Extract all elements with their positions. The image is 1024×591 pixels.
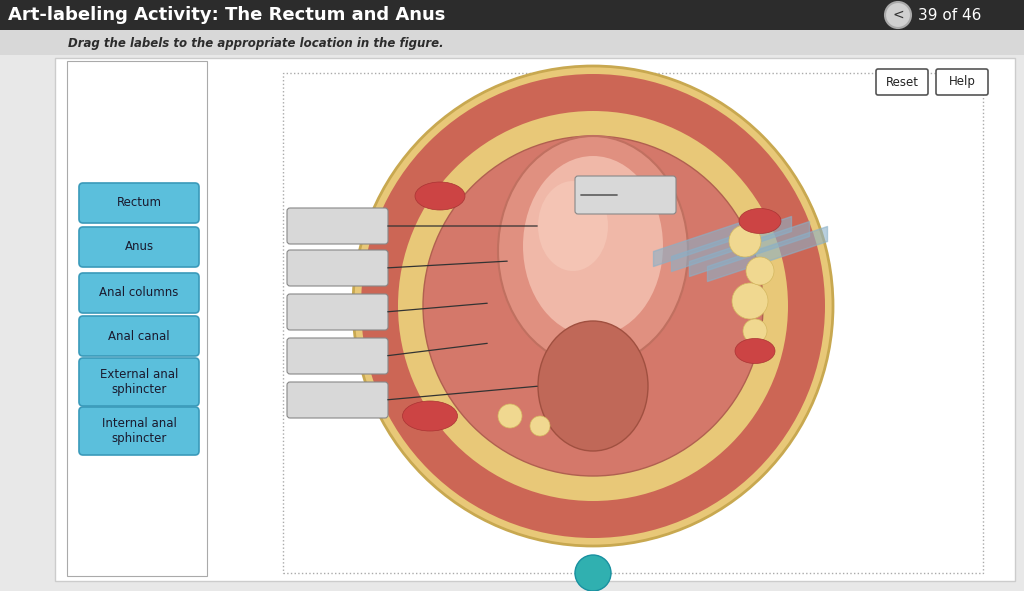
FancyBboxPatch shape [55, 58, 1015, 581]
Circle shape [498, 404, 522, 428]
Circle shape [885, 2, 911, 28]
FancyBboxPatch shape [283, 73, 983, 573]
FancyBboxPatch shape [876, 69, 928, 95]
Text: Anal canal: Anal canal [109, 330, 170, 343]
Circle shape [575, 555, 611, 591]
Circle shape [398, 111, 788, 501]
FancyBboxPatch shape [287, 382, 388, 418]
FancyBboxPatch shape [287, 294, 388, 330]
FancyBboxPatch shape [79, 358, 199, 406]
Circle shape [729, 225, 761, 257]
Ellipse shape [415, 182, 465, 210]
Circle shape [423, 136, 763, 476]
FancyBboxPatch shape [67, 61, 207, 576]
Ellipse shape [402, 401, 458, 431]
FancyBboxPatch shape [575, 176, 676, 214]
Text: Rectum: Rectum [117, 196, 162, 209]
Ellipse shape [523, 156, 663, 336]
Ellipse shape [735, 339, 775, 363]
FancyBboxPatch shape [79, 407, 199, 455]
Text: External anal
sphincter: External anal sphincter [99, 368, 178, 396]
Text: Reset: Reset [886, 76, 919, 89]
Circle shape [530, 416, 550, 436]
FancyBboxPatch shape [0, 30, 1024, 55]
Circle shape [353, 66, 833, 546]
Text: <: < [892, 8, 904, 22]
Circle shape [732, 283, 768, 319]
Circle shape [743, 319, 767, 343]
Text: Anal columns: Anal columns [99, 287, 178, 300]
FancyBboxPatch shape [0, 0, 1024, 30]
Ellipse shape [538, 321, 648, 451]
Ellipse shape [498, 136, 688, 366]
FancyBboxPatch shape [287, 338, 388, 374]
FancyBboxPatch shape [287, 250, 388, 286]
FancyBboxPatch shape [79, 273, 199, 313]
Circle shape [361, 74, 825, 538]
Ellipse shape [538, 181, 608, 271]
Text: Internal anal
sphincter: Internal anal sphincter [101, 417, 176, 445]
Text: 39 of 46: 39 of 46 [919, 8, 982, 22]
Ellipse shape [739, 209, 781, 233]
FancyBboxPatch shape [936, 69, 988, 95]
Circle shape [746, 257, 774, 285]
Text: Drag the labels to the appropriate location in the figure.: Drag the labels to the appropriate locat… [68, 37, 443, 50]
FancyBboxPatch shape [79, 227, 199, 267]
FancyBboxPatch shape [79, 316, 199, 356]
FancyBboxPatch shape [287, 208, 388, 244]
Text: Art-labeling Activity: The Rectum and Anus: Art-labeling Activity: The Rectum and An… [8, 6, 445, 24]
Text: Anus: Anus [125, 241, 154, 254]
Text: Help: Help [948, 76, 976, 89]
FancyBboxPatch shape [79, 183, 199, 223]
